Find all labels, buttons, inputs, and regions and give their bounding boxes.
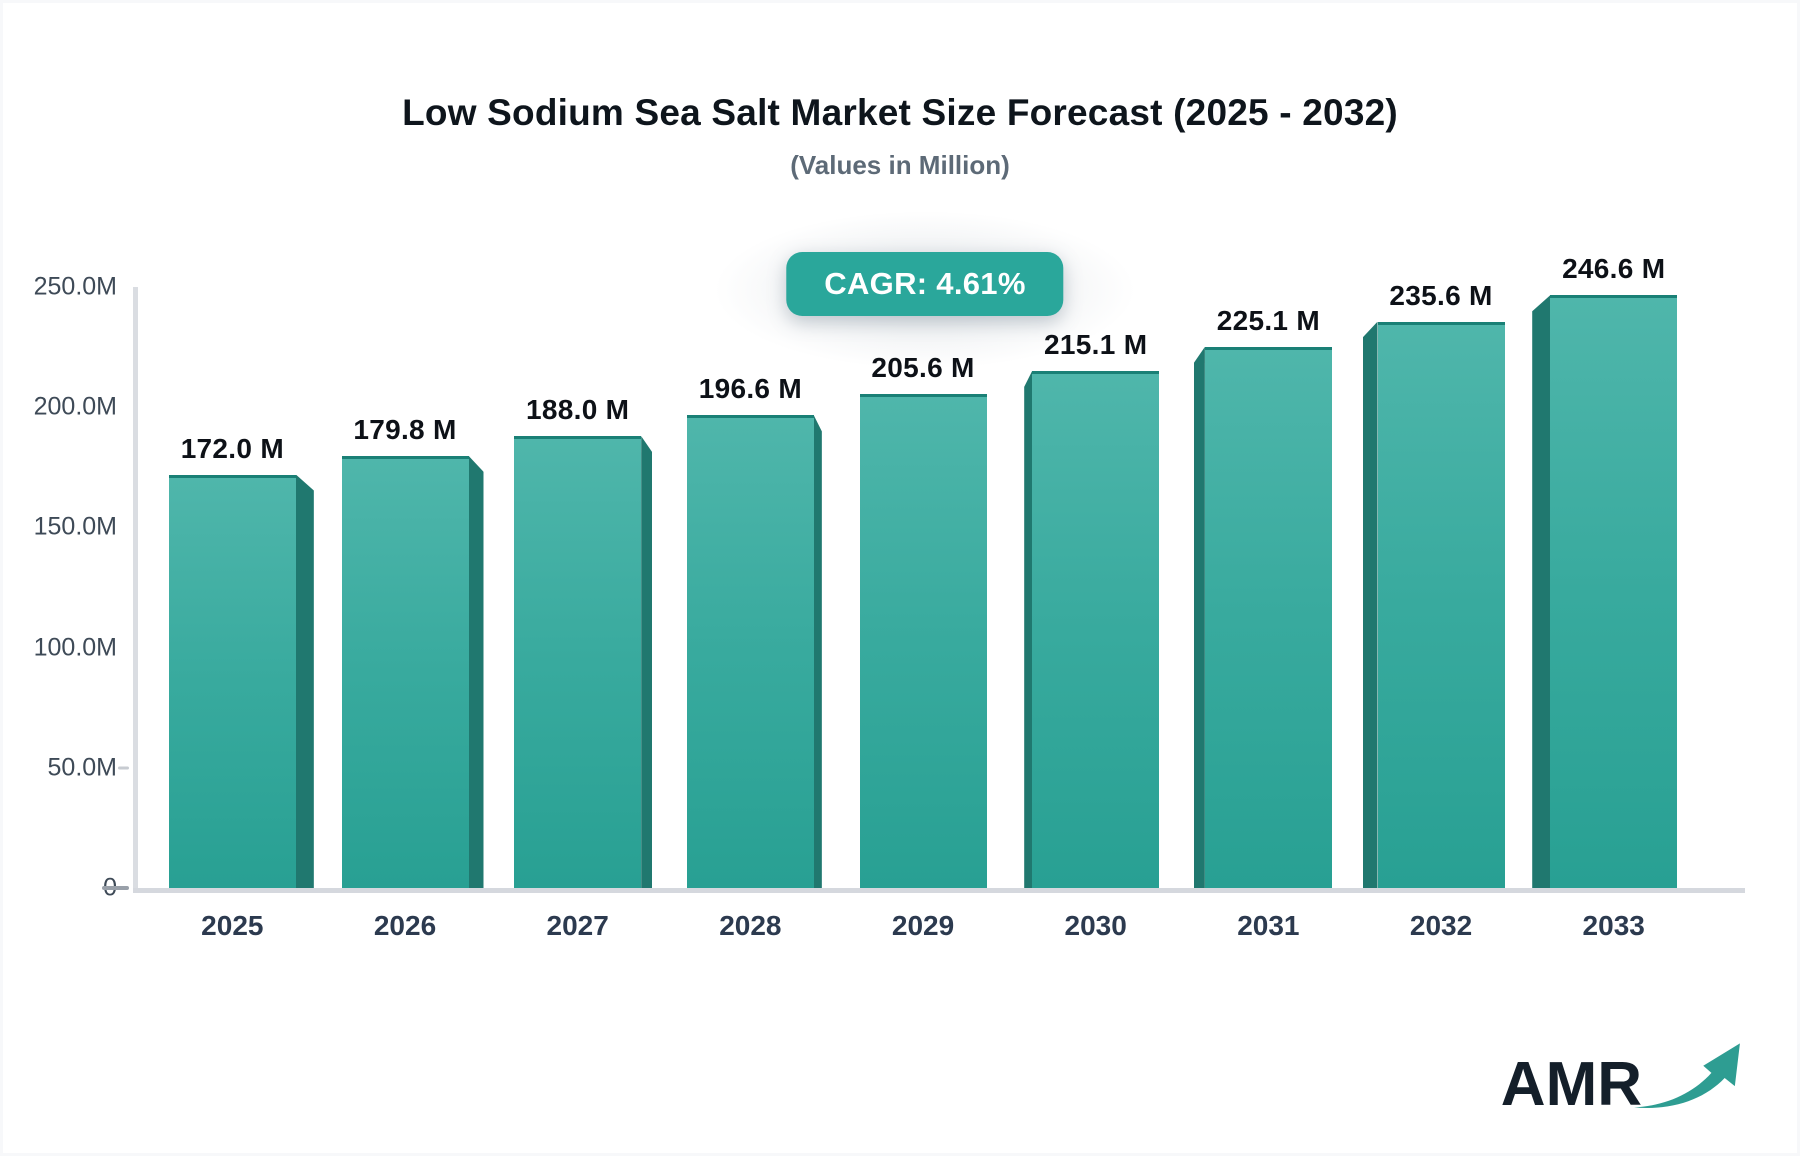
bar-side-shadow — [1532, 295, 1551, 888]
growth-arrow-icon — [1634, 1043, 1740, 1109]
amr-logo: AMR — [1501, 1040, 1744, 1116]
bar-face — [341, 455, 469, 888]
bar-2030: 215.1 M — [1024, 329, 1160, 888]
chart-subtitle: (Values in Million) — [790, 150, 1010, 180]
chart-title: Low Sodium Sea Salt Market Size Forecast… — [402, 92, 1398, 133]
y-axis-tick-label: 250.0M — [33, 272, 117, 301]
bar-group-2029: 205.6 M 2029 — [837, 287, 1010, 941]
x-axis-label-2029: 2029 — [891, 910, 955, 941]
plot-area: 172.0 M 2025 179.8 M 2026 188.0 M 2027 196.6 M… — [133, 253, 1745, 941]
x-axis-label-2030: 2030 — [1064, 910, 1127, 941]
x-axis-label-2027: 2027 — [546, 910, 609, 941]
bar-group-2032: 235.6 M 2032 — [1355, 280, 1528, 941]
bar-2032: 235.6 M — [1362, 280, 1505, 888]
bar-side-shadow — [813, 415, 822, 888]
bar-group-2031: 225.1 M 2031 — [1182, 287, 1355, 941]
bar-group-2033: 246.6 M 2033 — [1527, 253, 1700, 941]
bar-face — [514, 436, 642, 888]
bar-side-shadow — [468, 455, 484, 888]
bar-side-shadow — [295, 474, 314, 888]
bar-face — [686, 415, 814, 888]
y-axis-tick-label: 50.0M — [47, 753, 117, 782]
bar-group-2025: 172.0 M 2025 — [146, 287, 319, 941]
bar-2028: 196.6 M — [686, 373, 822, 888]
y-axis-tick-mark — [102, 886, 129, 890]
y-axis-line — [133, 287, 138, 893]
y-axis-tick-label: 150.0M — [33, 512, 117, 541]
bar-value-label: 188.0 M — [526, 394, 630, 426]
bar-side-shadow — [1193, 346, 1205, 888]
bar-face — [859, 393, 987, 888]
bar-2033: 246.6 M — [1532, 253, 1678, 888]
bar-value-label: 235.6 M — [1389, 279, 1493, 311]
bar-2029: 205.6 M — [859, 352, 987, 888]
bar-value-label: 196.6 M — [698, 373, 802, 405]
bar-value-label: 215.1 M — [1044, 328, 1148, 360]
x-axis-label-2028: 2028 — [719, 910, 782, 941]
bar-side-shadow — [1362, 321, 1378, 888]
bar-value-label: 225.1 M — [1216, 304, 1320, 336]
bar-group-2027: 188.0 M 2027 — [491, 287, 664, 941]
y-axis-tick-label: 100.0M — [33, 633, 117, 662]
bar-group-2026: 179.8 M 2026 — [319, 287, 492, 941]
x-axis-label-2032: 2032 — [1409, 910, 1473, 941]
x-axis-label-2031: 2031 — [1237, 910, 1300, 941]
x-axis-label-2026: 2026 — [373, 910, 437, 941]
y-axis-tick-label: 200.0M — [33, 392, 117, 421]
bar-value-label: 179.8 M — [353, 413, 457, 445]
bar-face — [1550, 295, 1678, 888]
bar-side-shadow — [641, 436, 653, 888]
bars-container: 172.0 M 2025 179.8 M 2026 188.0 M 2027 196.6 M… — [138, 253, 1745, 941]
bar-group-2028: 196.6 M 2028 — [664, 287, 837, 941]
amr-logo-text: AMR — [1500, 1050, 1642, 1119]
bar-2027: 188.0 M — [514, 394, 653, 888]
bar-2026: 179.8 M — [341, 414, 484, 888]
x-axis-label-2025: 2025 — [201, 910, 264, 941]
bar-face — [168, 474, 296, 888]
bar-group-2030: 215.1 M 2030 — [1009, 287, 1182, 941]
cagr-badge: CAGR: 4.61% — [786, 252, 1064, 316]
bar-face — [1204, 346, 1332, 888]
bar-value-label: 172.0 M — [180, 432, 284, 464]
bar-face — [1377, 321, 1505, 888]
bar-side-shadow — [1024, 370, 1033, 888]
bar-2031: 225.1 M — [1193, 305, 1332, 888]
chart-header: Low Sodium Sea Salt Market Size Forecast… — [0, 92, 1800, 181]
bar-value-label: 205.6 M — [871, 351, 975, 383]
bar-value-label: 246.6 M — [1562, 253, 1666, 285]
bar-face — [1032, 370, 1160, 888]
y-axis-tick-mark — [118, 766, 129, 770]
x-axis-line — [133, 888, 1745, 893]
bar-2025: 172.0 M — [168, 433, 314, 888]
x-axis-label-2033: 2033 — [1582, 910, 1645, 941]
